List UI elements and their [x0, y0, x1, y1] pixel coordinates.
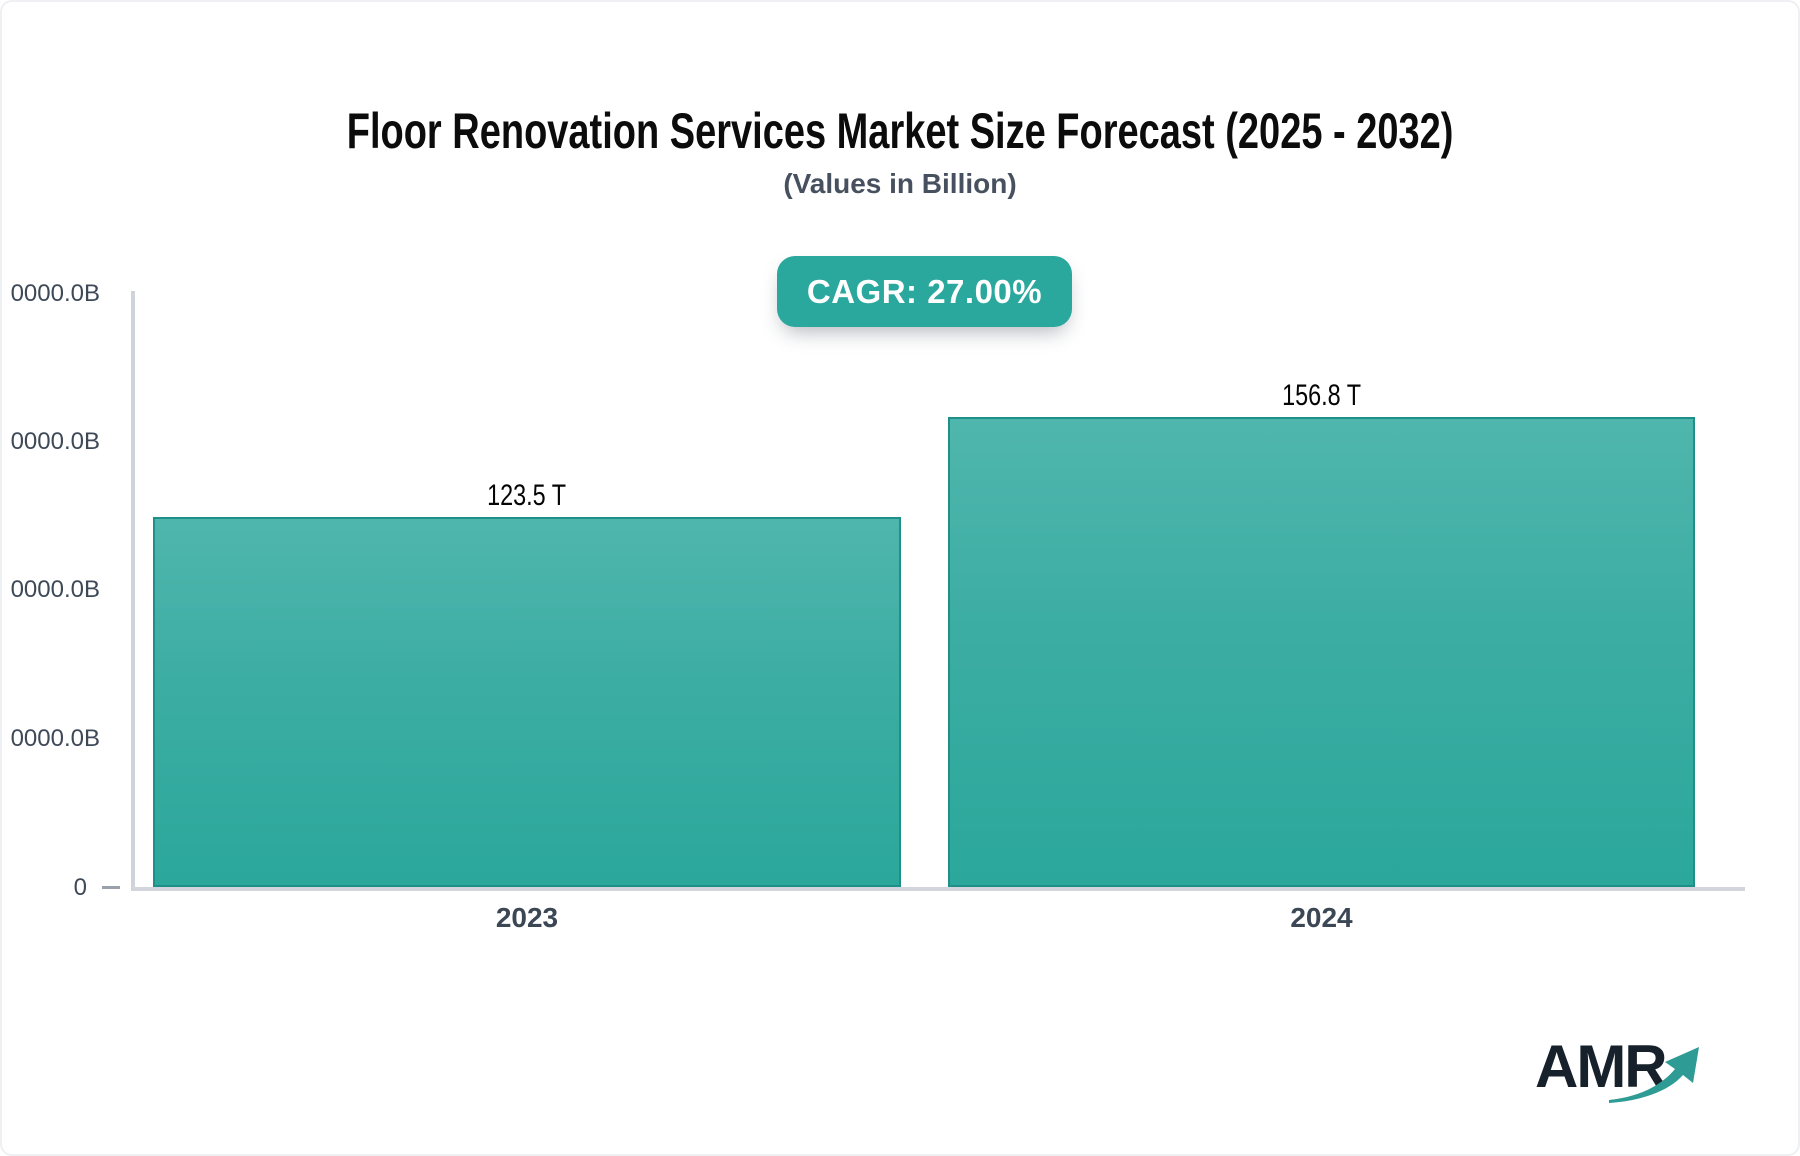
y-tick-label: 0000.0B: [10, 725, 100, 752]
y-tick-label: 0000.0B: [10, 280, 100, 307]
y-tick-label-zero: 0: [73, 874, 87, 901]
chart-title-text: Floor Renovation Services Market Size Fo…: [346, 103, 1454, 159]
amr-logo-text: AMR: [1535, 1033, 1668, 1100]
x-category-label-2024: 2024: [1290, 902, 1353, 933]
bar-value-label-2024: 156.8 T: [1282, 379, 1361, 412]
chart-title: Floor Renovation Services Market Size Fo…: [2, 102, 1798, 160]
y-tick-label: 0000.0B: [10, 576, 100, 603]
y-zero-tick-mark: [102, 886, 120, 889]
x-axis-line: [131, 887, 1745, 891]
amr-logo: AMR: [1535, 1032, 1725, 1112]
y-axis-line: [131, 291, 135, 891]
y-tick-label: 0000.0B: [10, 428, 100, 455]
cagr-badge-label: CAGR: 27.00%: [806, 272, 1043, 310]
chart-subtitle: (Values in Billion): [783, 168, 1017, 199]
bar-2024: 156.8 T: [948, 381, 1695, 887]
growth-arrow-icon: [1609, 1047, 1699, 1103]
cagr-badge: CAGR: 27.00%: [777, 256, 1072, 327]
bar-2023: 123.5 T: [153, 481, 901, 887]
x-category-label-2023: 2023: [495, 902, 559, 933]
bar-value-label-2023: 123.5 T: [487, 479, 567, 512]
